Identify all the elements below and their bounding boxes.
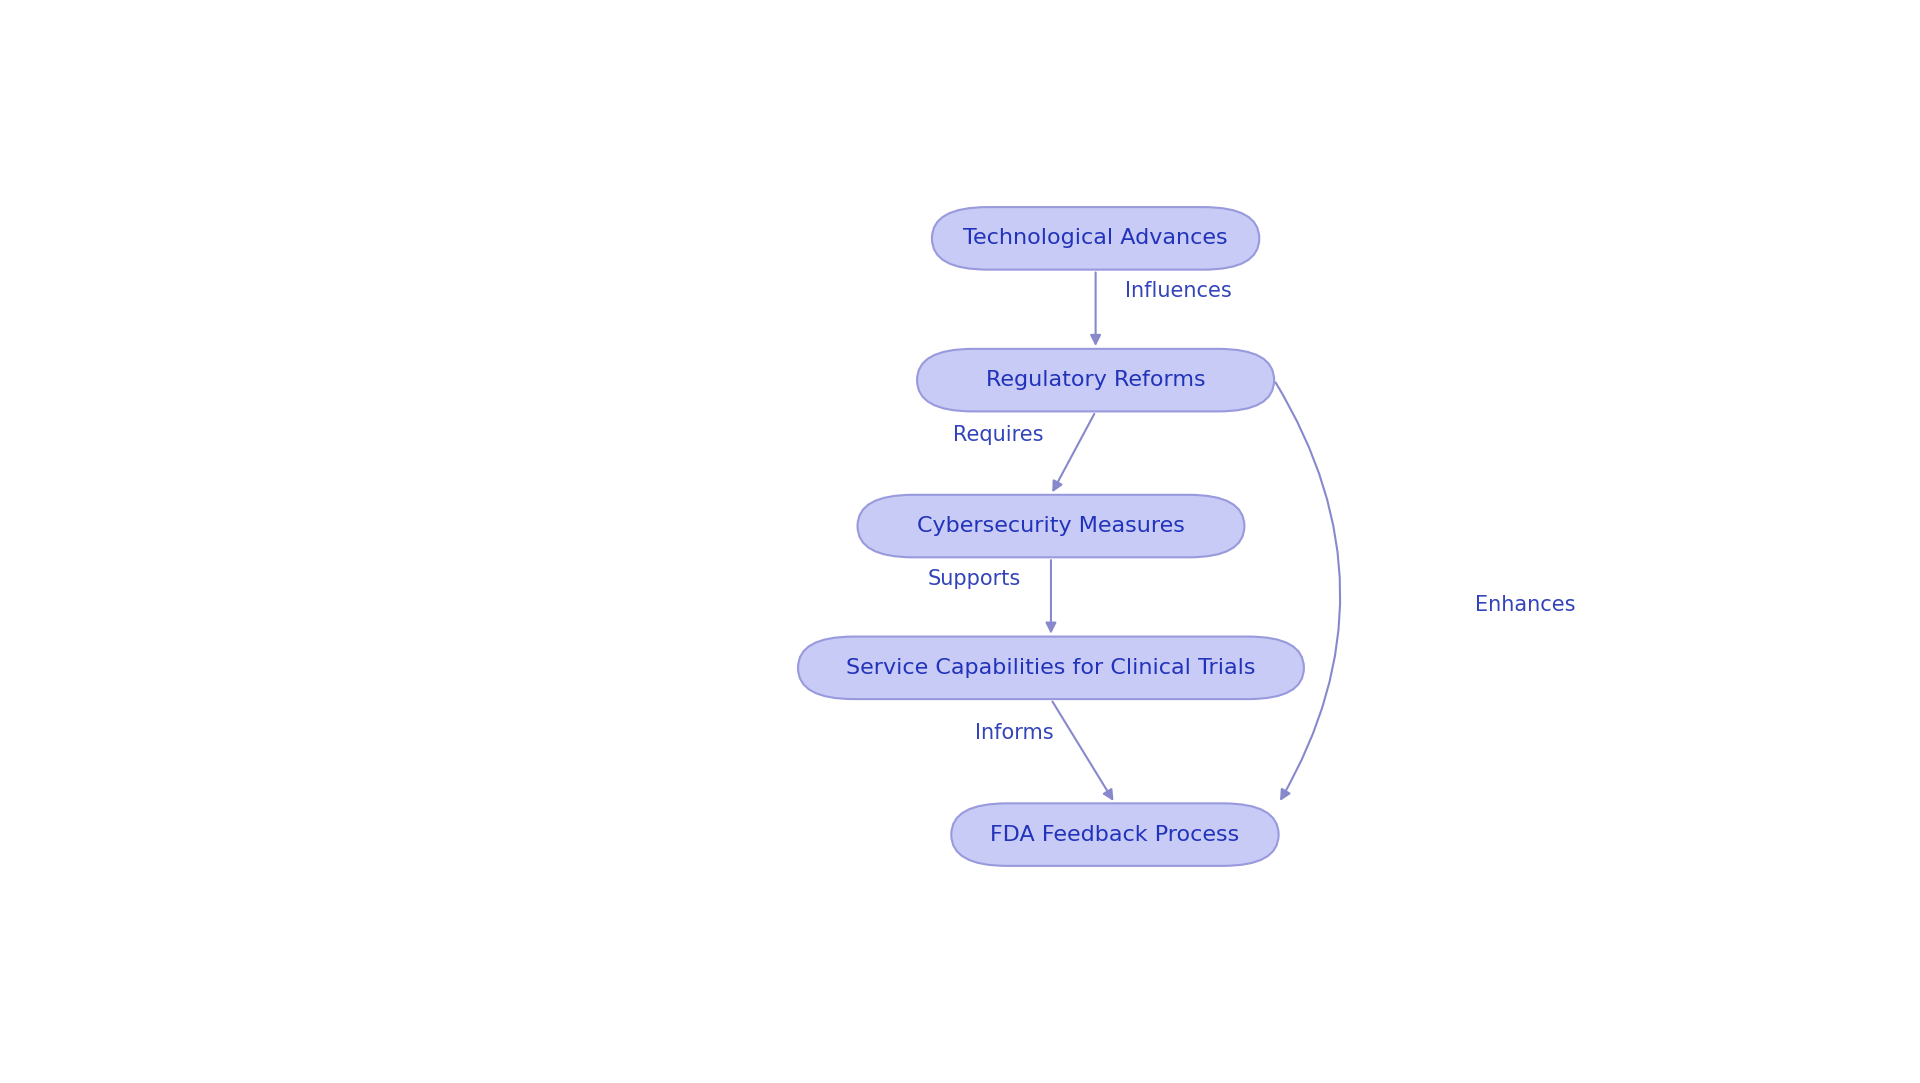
- FancyBboxPatch shape: [799, 637, 1304, 700]
- Text: FDA Feedback Process: FDA Feedback Process: [991, 824, 1240, 845]
- Text: Technological Advances: Technological Advances: [964, 229, 1229, 248]
- FancyBboxPatch shape: [918, 349, 1275, 412]
- Text: Requires: Requires: [952, 425, 1044, 445]
- FancyBboxPatch shape: [950, 804, 1279, 866]
- FancyBboxPatch shape: [931, 207, 1260, 270]
- FancyBboxPatch shape: [858, 495, 1244, 558]
- Text: Supports: Supports: [927, 569, 1021, 589]
- Text: Service Capabilities for Clinical Trials: Service Capabilities for Clinical Trials: [847, 657, 1256, 678]
- Text: Informs: Informs: [975, 722, 1054, 743]
- Text: Influences: Influences: [1125, 280, 1233, 301]
- Text: Enhances: Enhances: [1475, 596, 1576, 615]
- Text: Regulatory Reforms: Regulatory Reforms: [985, 370, 1206, 390]
- Text: Cybersecurity Measures: Cybersecurity Measures: [918, 517, 1185, 536]
